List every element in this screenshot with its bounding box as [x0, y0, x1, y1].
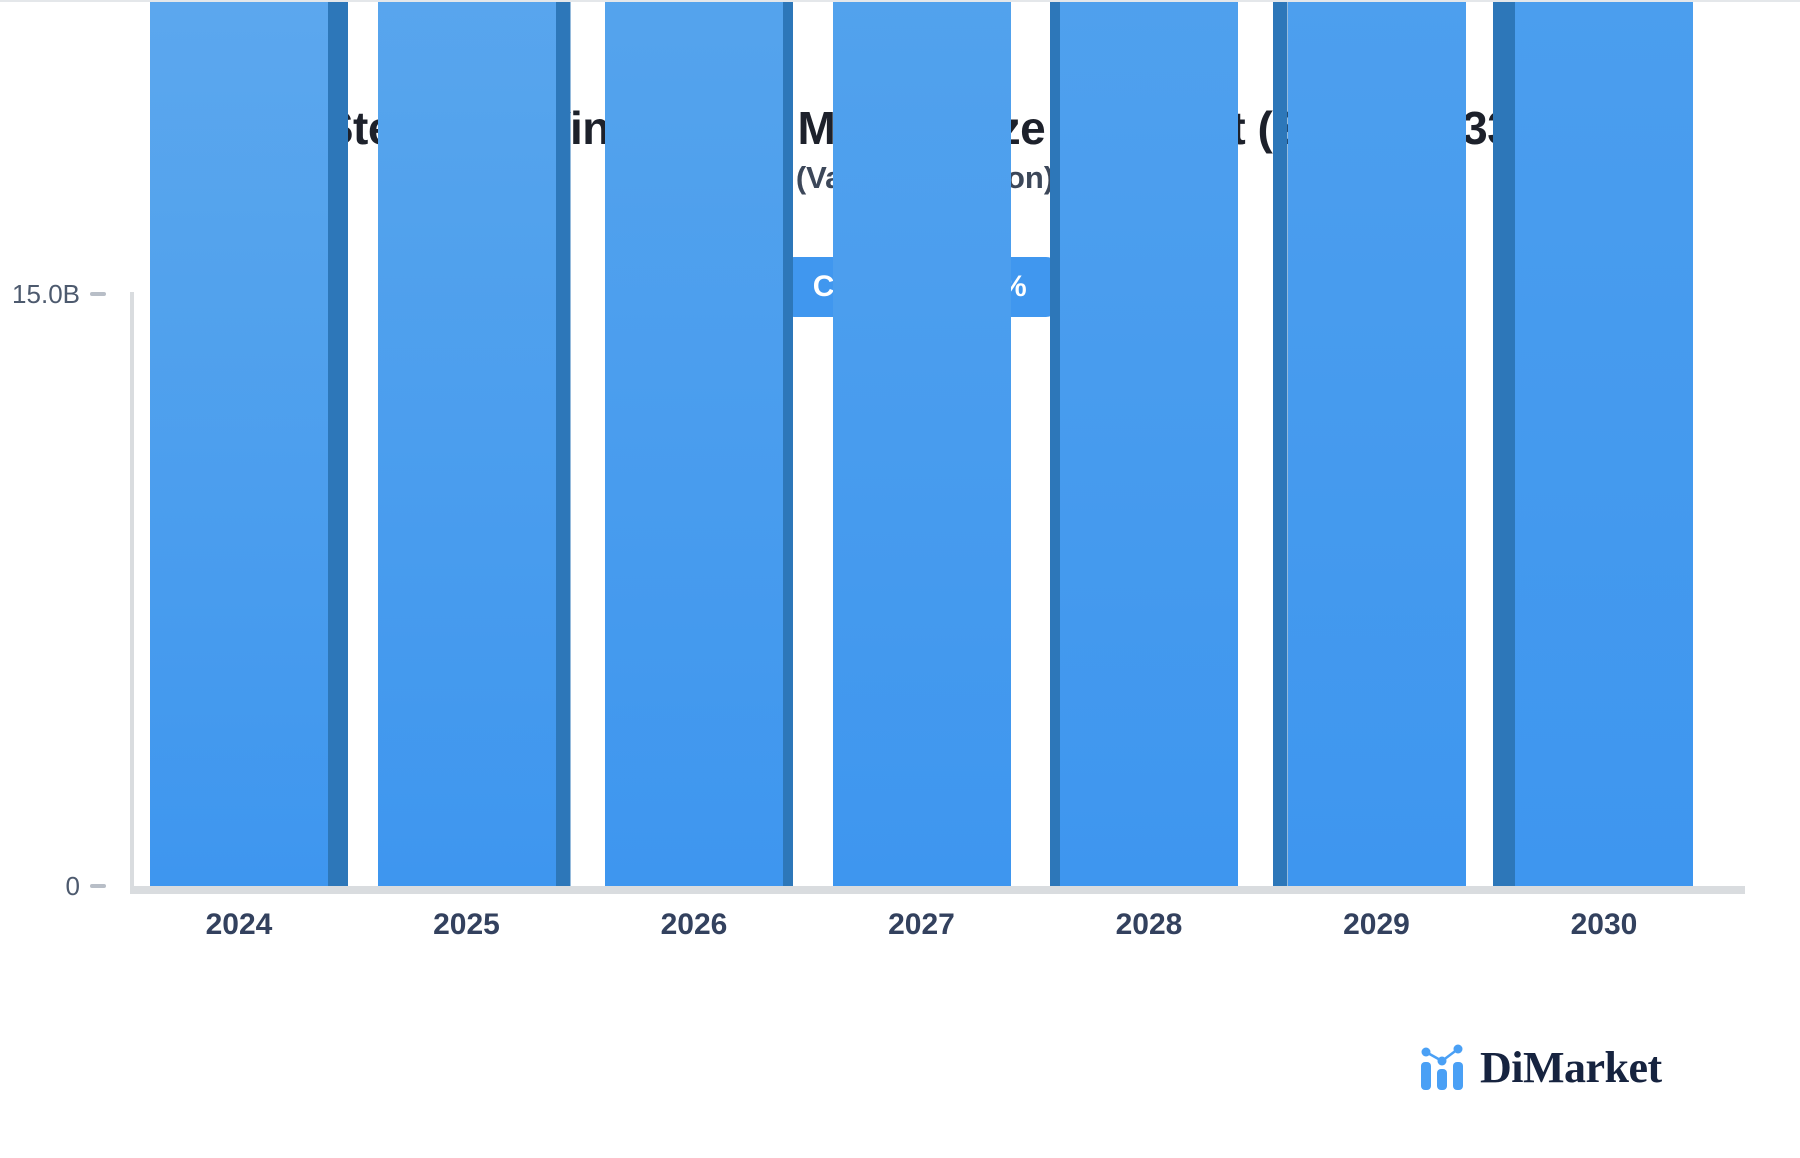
x-axis-line — [130, 886, 1745, 894]
bar-side-2029 — [1272, 2, 1288, 886]
bar-2029 — [1287, 2, 1466, 886]
y-tick-mark-15 — [90, 291, 106, 296]
bar-2030 — [1515, 2, 1693, 886]
bar-2027 — [832, 2, 1011, 886]
brand-logo: DiMarket — [1420, 1042, 1662, 1094]
y-axis-line — [130, 292, 134, 894]
bar-side-2026 — [783, 2, 793, 886]
x-axis-label-2024: 2024 — [205, 908, 273, 941]
x-axis-label-2026: 2026 — [660, 908, 728, 941]
x-axis-label-2029: 2029 — [1343, 908, 1410, 941]
bar-chart-logo-icon — [1421, 1044, 1463, 1090]
brand-name: DiMarket — [1480, 1043, 1662, 1092]
bar-side-2028 — [1050, 2, 1060, 886]
bar-side-2030 — [1493, 2, 1515, 886]
x-axis-label-2028: 2028 — [1115, 908, 1183, 941]
bar-side-2025 — [555, 2, 571, 886]
x-axis-label-2030: 2030 — [1570, 908, 1638, 941]
bar-2028 — [1060, 2, 1238, 886]
y-tick-label-0: 0 — [65, 871, 80, 901]
bar-side-2024 — [328, 2, 348, 886]
bar-2024 — [150, 2, 328, 886]
bar-2026 — [605, 2, 783, 886]
x-axis-label-2025: 2025 — [433, 908, 500, 941]
y-tick-label-15: 15.0B — [12, 278, 80, 309]
bar-2025 — [377, 2, 556, 886]
y-tick-mark-0 — [90, 884, 106, 888]
x-axis-label-2027: 2027 — [888, 908, 955, 941]
